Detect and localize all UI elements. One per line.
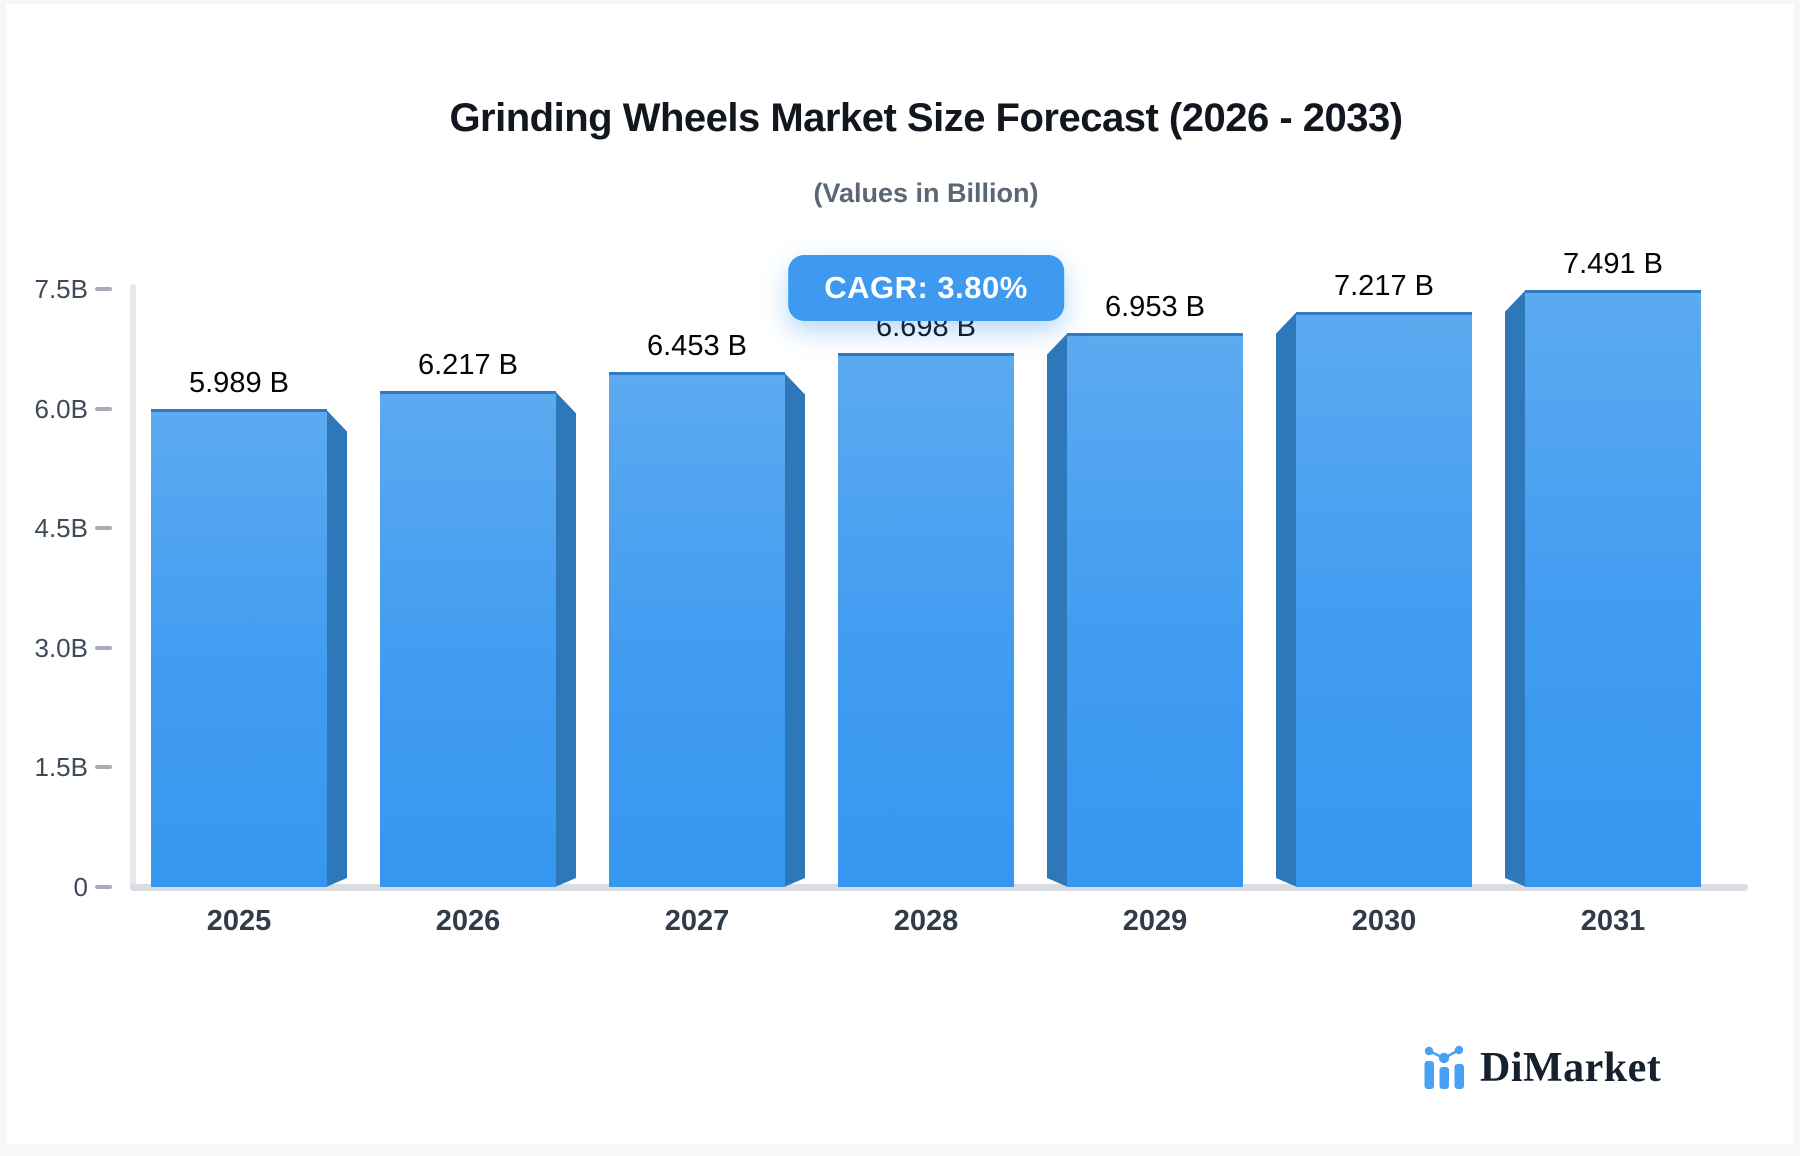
chart-title: Grinding Wheels Market Size Forecast (20… bbox=[449, 96, 1403, 140]
brand-logo-text: DiMarket bbox=[1480, 1045, 1662, 1091]
bar-side-face bbox=[784, 372, 805, 887]
bar-value-label: 5.989 B bbox=[189, 367, 289, 400]
bar-column-2026 bbox=[380, 391, 556, 887]
x-tick-label-2030: 2030 bbox=[1351, 905, 1417, 937]
y-tick-label: 3.0B bbox=[34, 632, 89, 663]
bar-column-2027 bbox=[609, 372, 785, 887]
x-tick-label-2027: 2027 bbox=[664, 905, 730, 937]
bar-side-face bbox=[1505, 290, 1526, 887]
bar-column-2031 bbox=[1525, 289, 1701, 887]
bar-value-label: 6.453 B bbox=[647, 330, 747, 363]
bar-column-2028 bbox=[838, 352, 1014, 887]
bar-column-2029 bbox=[1067, 332, 1243, 887]
y-tick-mark bbox=[95, 765, 112, 770]
y-tick-mark bbox=[95, 287, 112, 291]
bar-value-label: 6.217 B bbox=[418, 349, 518, 382]
y-tick-mark bbox=[95, 645, 112, 650]
cagr-badge: CAGR: 3.80% bbox=[788, 255, 1064, 321]
x-tick-label-2029: 2029 bbox=[1122, 905, 1188, 937]
y-tick-mark bbox=[95, 885, 112, 889]
y-tick-label: 1.5B bbox=[34, 752, 89, 783]
brand-logo: DiMarket bbox=[1422, 1044, 1661, 1090]
bar-column-2025 bbox=[151, 409, 327, 887]
y-tick-mark bbox=[95, 526, 112, 531]
bar-column-2030 bbox=[1296, 311, 1472, 887]
bar-side-face bbox=[326, 409, 347, 887]
bar-side-face bbox=[555, 391, 576, 887]
bar-side-face bbox=[1276, 312, 1297, 887]
bar-side-face bbox=[1047, 333, 1068, 887]
y-axis-line bbox=[130, 284, 136, 891]
x-tick-label-2026: 2026 bbox=[435, 905, 501, 937]
y-tick-label: 6.0B bbox=[34, 393, 89, 424]
y-tick-label: 4.5B bbox=[34, 513, 89, 544]
x-axis-line bbox=[130, 884, 1748, 891]
x-tick-label-2028: 2028 bbox=[893, 905, 959, 937]
y-tick-mark bbox=[95, 406, 112, 411]
bar-value-label: 6.953 B bbox=[1105, 290, 1205, 323]
y-tick-label: 0 bbox=[73, 872, 88, 902]
bar-line-chart-icon bbox=[1424, 1045, 1464, 1089]
y-tick-label: 7.5B bbox=[34, 274, 89, 304]
x-tick-label-2031: 2031 bbox=[1580, 905, 1646, 937]
bar-value-label: 7.217 B bbox=[1334, 269, 1434, 302]
x-tick-label-2025: 2025 bbox=[206, 905, 272, 937]
chart-subtitle: (Values in Billion) bbox=[813, 178, 1039, 208]
bar-value-label: 7.491 B bbox=[1563, 247, 1663, 280]
